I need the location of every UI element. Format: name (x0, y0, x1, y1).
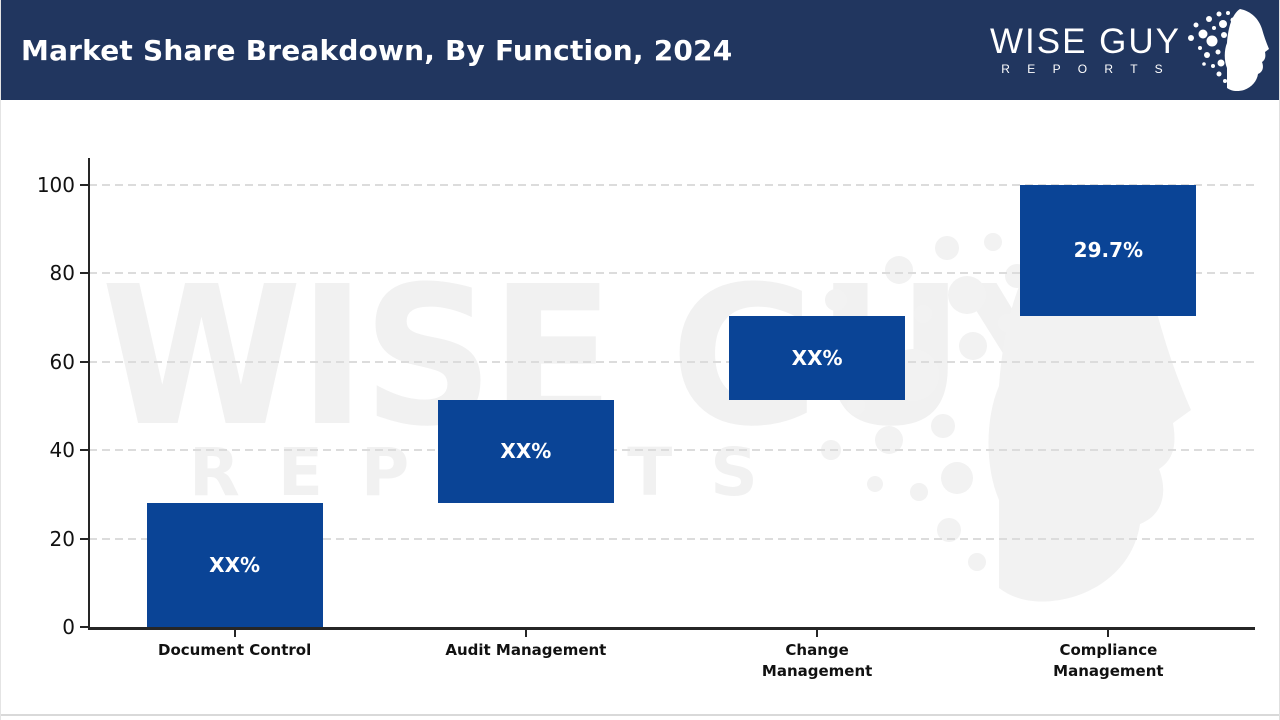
y-tick-label-60: 60 (49, 349, 75, 374)
bar-value-label: XX% (791, 345, 843, 370)
gridline-100 (89, 183, 1254, 186)
bar-compliance-management: 29.7% (1020, 184, 1197, 316)
logo-wordmark: WISE GUY (989, 21, 1181, 61)
bottom-divider (1, 714, 1279, 716)
x-tick-1 (524, 629, 527, 637)
y-tick-label-20: 20 (49, 526, 75, 551)
category-label-0: Document Control (158, 641, 312, 659)
y-tick-label-40: 40 (49, 438, 75, 462)
bar-value-label: XX% (500, 439, 552, 464)
wiseguy-logo: WISE GUY R E P O R T S (990, 6, 1269, 94)
watermark-face-dots-icon (797, 230, 1191, 602)
logo-subtext: R E P O R T S (1001, 62, 1170, 77)
y-tick-label-80: 80 (49, 261, 75, 285)
x-tick-0 (233, 629, 236, 637)
y-tick-label-0: 0 (62, 615, 75, 639)
x-tick-2 (816, 629, 819, 637)
gridline-80 (89, 272, 1254, 274)
y-tick-80 (80, 272, 88, 274)
gridline-60 (89, 360, 1254, 363)
bar-value-label: 29.7% (1073, 238, 1144, 263)
bar-document-control: XX% (146, 503, 323, 627)
gridline-20 (89, 537, 1254, 540)
y-tick-label-100: 100 (36, 172, 75, 197)
y-tick-100 (80, 183, 88, 186)
logo-text: WISE GUY R E P O R T S (989, 21, 1181, 77)
category-label-1: Audit Management (445, 641, 607, 659)
y-tick-40 (80, 449, 88, 451)
chart-title: Market Share Breakdown, By Function, 202… (21, 33, 733, 67)
bar-audit-management: XX% (437, 399, 614, 504)
header-bar: Market Share Breakdown, By Function, 202… (1, 0, 1279, 100)
bar-change-management: XX% (729, 315, 906, 400)
x-tick-3 (1107, 629, 1110, 637)
y-tick-0 (80, 626, 88, 628)
gridline-40 (89, 449, 1254, 451)
x-axis-line (88, 627, 1255, 630)
y-tick-60 (80, 360, 88, 363)
y-axis-line (88, 158, 90, 629)
bar-value-label: XX% (209, 553, 261, 578)
category-label-3: Compliance Management (1053, 641, 1164, 680)
category-label-2: Change Management (761, 641, 873, 680)
face-dots-icon (1188, 9, 1269, 92)
y-tick-20 (80, 537, 88, 540)
